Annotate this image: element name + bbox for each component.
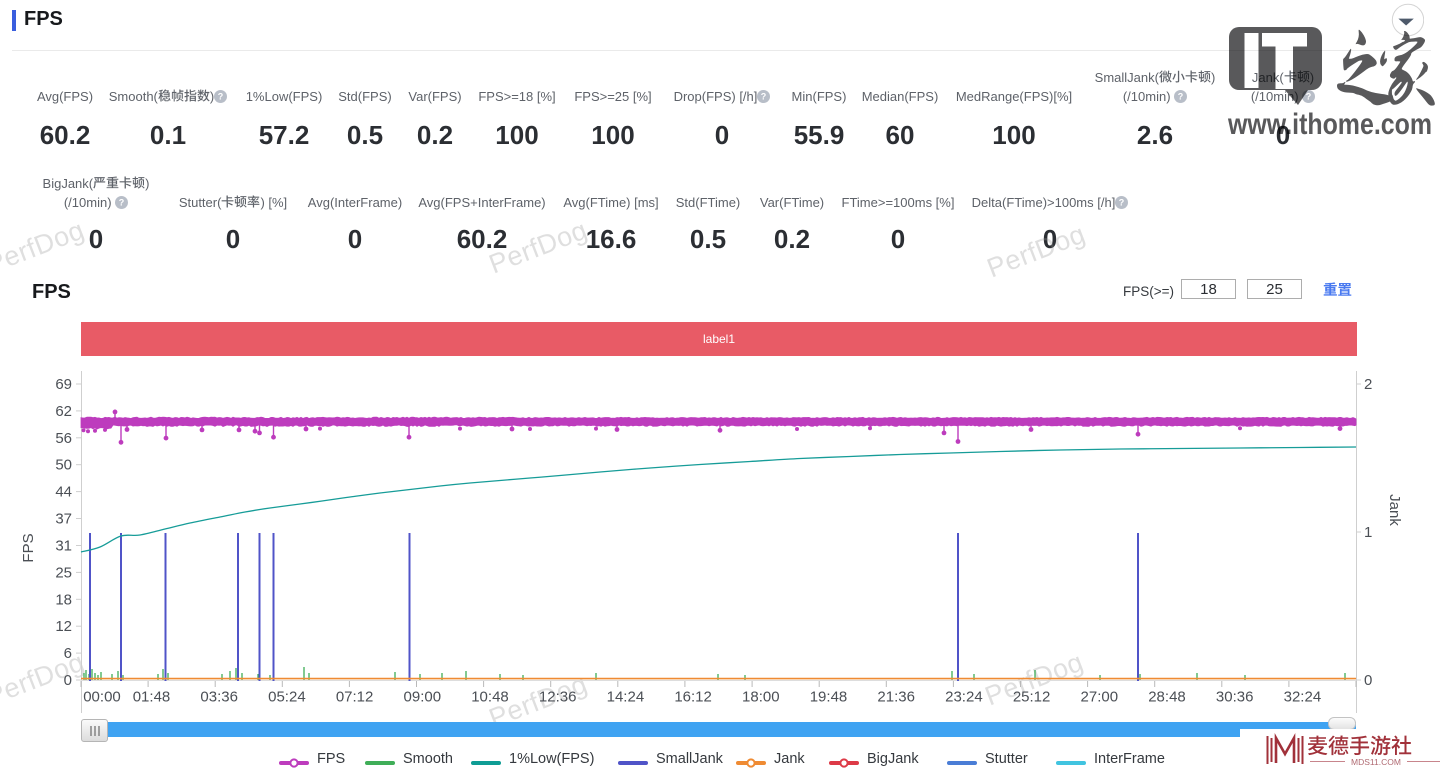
svg-text:?: ?: [1178, 92, 1184, 102]
svg-text:?: ?: [1119, 198, 1125, 208]
svg-text:05:24: 05:24: [268, 689, 306, 706]
svg-text:30:36: 30:36: [1216, 689, 1254, 706]
svg-text:10:48: 10:48: [471, 689, 509, 706]
svg-text:14:24: 14:24: [607, 689, 645, 706]
svg-text:18: 18: [55, 591, 72, 608]
svg-text:?: ?: [218, 92, 224, 102]
svg-text:6: 6: [64, 645, 72, 662]
svg-text:01:48: 01:48: [133, 689, 171, 706]
svg-text:0: 0: [1364, 672, 1372, 689]
svg-text:21:36: 21:36: [877, 689, 915, 706]
svg-text:27:00: 27:00: [1081, 689, 1119, 706]
svg-text:1: 1: [1364, 524, 1372, 541]
svg-text:?: ?: [1306, 92, 1312, 102]
svg-text:12: 12: [55, 618, 72, 635]
svg-text:62: 62: [55, 403, 72, 420]
svg-text:56: 56: [55, 430, 72, 447]
svg-text:23:24: 23:24: [945, 689, 983, 706]
svg-text:32:24: 32:24: [1284, 689, 1322, 706]
svg-text:18:00: 18:00: [742, 689, 780, 706]
svg-text:69: 69: [55, 376, 72, 393]
svg-text:?: ?: [119, 198, 125, 208]
svg-text:37: 37: [55, 511, 72, 528]
svg-text:?: ?: [761, 92, 767, 102]
svg-text:0: 0: [64, 672, 72, 689]
svg-text:28:48: 28:48: [1148, 689, 1186, 706]
svg-text:www.ithome.com: www.ithome.com: [1227, 108, 1432, 140]
svg-text:25: 25: [55, 564, 72, 581]
svg-text:16:12: 16:12: [674, 689, 712, 706]
svg-text:19:48: 19:48: [810, 689, 848, 706]
svg-text:Jank: Jank: [1386, 494, 1403, 526]
svg-text:03:36: 03:36: [200, 689, 238, 706]
svg-text:25:12: 25:12: [1013, 689, 1051, 706]
svg-text:2: 2: [1364, 376, 1372, 393]
svg-text:44: 44: [55, 484, 72, 501]
svg-text:09:00: 09:00: [404, 689, 442, 706]
svg-text:MDS11.COM: MDS11.COM: [1351, 757, 1401, 767]
svg-text:FPS: FPS: [20, 533, 37, 562]
svg-text:07:12: 07:12: [336, 689, 374, 706]
svg-text:31: 31: [55, 538, 72, 555]
svg-text:50: 50: [55, 457, 72, 474]
svg-text:00:00: 00:00: [83, 689, 121, 706]
svg-text:12:36: 12:36: [539, 689, 577, 706]
